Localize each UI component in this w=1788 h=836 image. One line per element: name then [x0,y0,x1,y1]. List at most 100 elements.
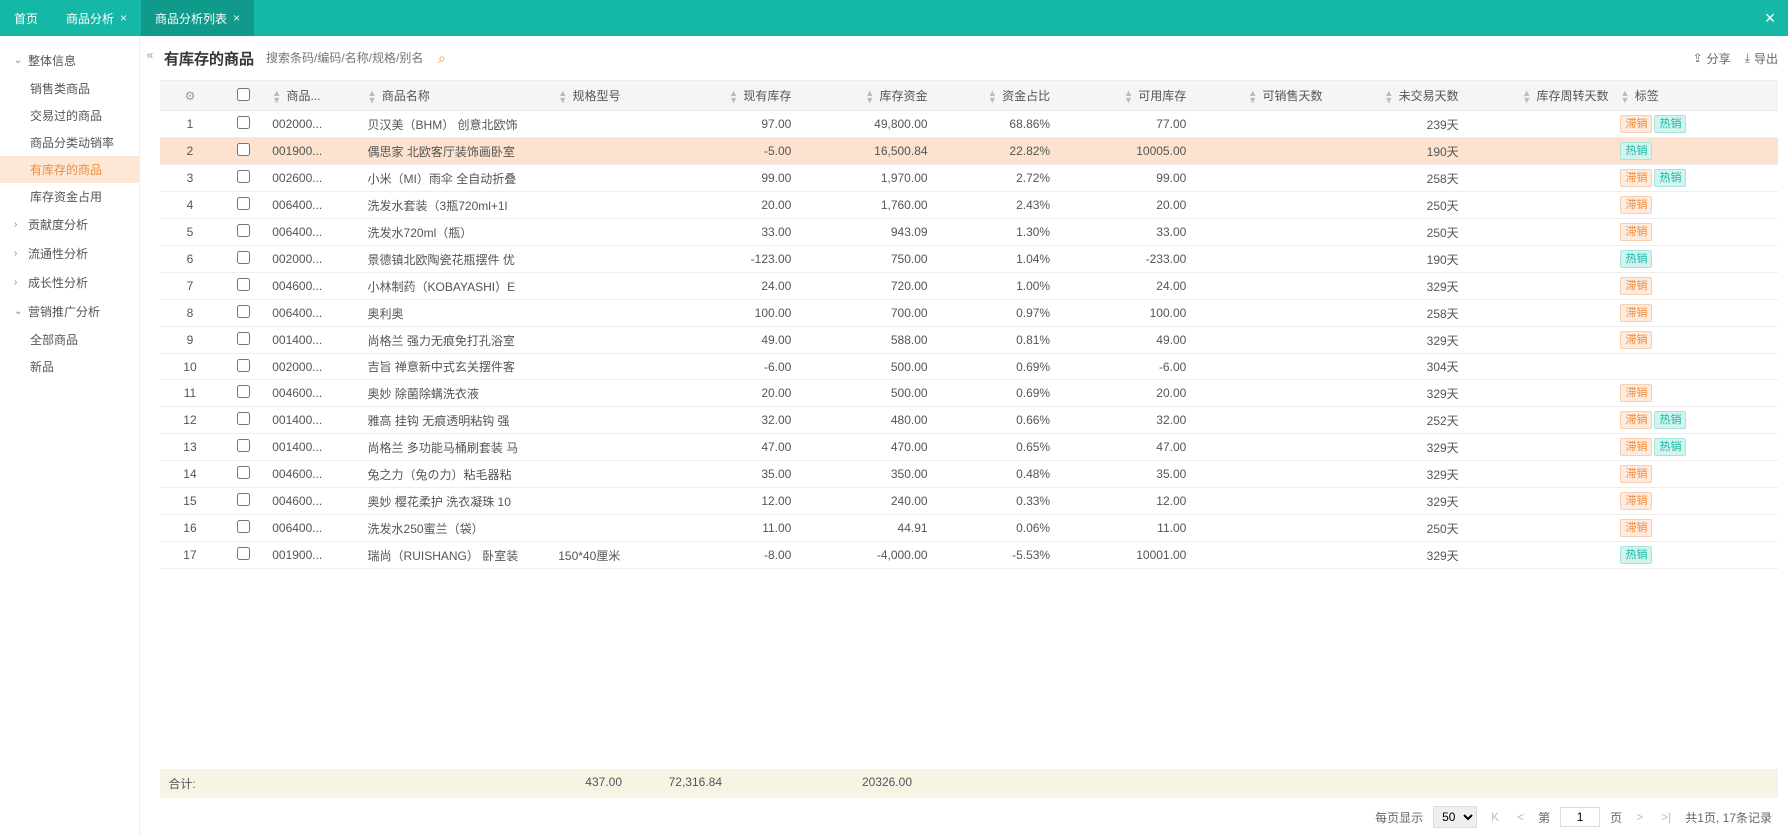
row-checkbox[interactable] [237,170,250,183]
table-row[interactable]: 13001400...尚格兰 多功能马桶刷套装 马47.00470.000.65… [160,434,1778,461]
col-avail[interactable]: ▲▼ 可用库存 [1056,81,1192,111]
table-row[interactable]: 7004600...小林制药（KOBAYASHI）E24.00720.001.0… [160,273,1778,300]
share-button[interactable]: ⇪分享 [1693,50,1731,67]
table-row[interactable]: 17001900...瑞尚（RUISHANG） 卧室装150*40厘米-8.00… [160,542,1778,569]
search-icon[interactable]: ⌕ [438,50,446,67]
tab-商品分析列表[interactable]: 商品分析列表× [141,0,254,36]
close-icon[interactable]: × [120,11,127,25]
cell-fund: 49,800.00 [797,111,933,138]
sidebar-item[interactable]: 销售类商品 [0,75,139,102]
row-checkbox[interactable] [237,359,250,372]
sidebar-item[interactable]: 有库存的商品 [0,156,139,183]
col-turnDays[interactable]: ▲▼ 库存周转天数 [1465,81,1615,111]
total-spec [448,775,528,792]
table-row[interactable]: 11004600...奥妙 除菌除螨洗衣液20.00500.000.69%20.… [160,380,1778,407]
tag-badge: 滞销 [1620,411,1652,429]
pager-first-button[interactable]: K [1487,810,1503,824]
col-tags[interactable]: ▲▼ 标签 [1614,81,1778,111]
row-checkbox[interactable] [237,251,250,264]
row-checkbox[interactable] [237,412,250,425]
cell-turnDays [1465,461,1615,488]
row-checkbox[interactable] [237,278,250,291]
row-checkbox[interactable] [237,547,250,560]
cell-tags: 滞销 [1614,488,1778,515]
table-row[interactable]: 12001400...雅高 挂钩 无痕透明粘钩 强32.00480.000.66… [160,407,1778,434]
cell-noTxDays: 329天 [1328,461,1464,488]
pager-page-input[interactable] [1560,807,1600,827]
table-row[interactable]: 5006400...洗发水720ml（瓶）33.00943.091.30%33.… [160,219,1778,246]
row-checkbox[interactable] [237,385,250,398]
table-row[interactable]: 2001900...偶思家 北欧客厅装饰画卧室-5.0016,500.8422.… [160,138,1778,165]
row-checkbox[interactable] [237,197,250,210]
row-checkbox[interactable] [237,143,250,156]
row-checkbox[interactable] [237,493,250,506]
cell-avail: 20.00 [1056,192,1192,219]
cell-noTxDays: 250天 [1328,515,1464,542]
table-row[interactable]: 9001400...尚格兰 强力无痕免打孔浴室49.00588.000.81%4… [160,327,1778,354]
select-all-checkbox[interactable] [237,88,250,101]
sidebar-item[interactable]: 商品分类动销率 [0,129,139,156]
per-page-select[interactable]: 50 [1433,806,1477,828]
table-row[interactable]: 4006400...洗发水套装（3瓶720ml+1l20.001,760.002… [160,192,1778,219]
cell-pct: 0.65% [934,434,1057,461]
gear-icon[interactable]: ⚙ [185,89,196,103]
cell-noTxDays: 190天 [1328,246,1464,273]
table-row[interactable]: 16006400...洗发水250蜜兰（袋）11.0044.910.06%11.… [160,515,1778,542]
col-spec[interactable]: ▲▼ 规格型号 [552,81,661,111]
sidebar-item[interactable]: 库存资金占用 [0,183,139,210]
row-checkbox[interactable] [237,305,250,318]
cell-stock: -5.00 [661,138,797,165]
col-pct[interactable]: ▲▼ 资金占比 [934,81,1057,111]
col-saleDays[interactable]: ▲▼ 可销售天数 [1192,81,1328,111]
cell-chk [220,515,266,542]
chevron-icon: ⌄ [14,55,24,66]
cell-saleDays [1192,219,1328,246]
table-row[interactable]: 3002600...小米（MI）雨伞 全自动折叠99.001,970.002.7… [160,165,1778,192]
row-checkbox[interactable] [237,224,250,237]
cell-idx: 15 [160,488,220,515]
col-label: 规格型号 [572,89,620,103]
row-checkbox[interactable] [237,116,250,129]
cell-code: 001400... [266,407,361,434]
tab-商品分析[interactable]: 商品分析 × [52,0,141,36]
sidebar-group[interactable]: ›流通性分析 [0,239,139,268]
sidebar-group[interactable]: ›成长性分析 [0,268,139,297]
tab-首页[interactable]: 首页 [0,0,52,36]
col-noTxDays[interactable]: ▲▼ 未交易天数 [1328,81,1464,111]
search-input[interactable] [264,47,434,69]
cell-chk [220,380,266,407]
table-row[interactable]: 14004600...兔之力（兔の力）粘毛器粘35.00350.000.48%3… [160,461,1778,488]
table-row[interactable]: 10002000...吉旨 禅意新中式玄关摆件客-6.00500.000.69%… [160,354,1778,380]
sidebar-group[interactable]: ⌄营销推广分析 [0,297,139,326]
tab-label: 商品分析 [66,10,114,27]
sidebar-item[interactable]: 全部商品 [0,326,139,353]
row-checkbox[interactable] [237,332,250,345]
row-checkbox[interactable] [237,520,250,533]
cell-noTxDays: 258天 [1328,300,1464,327]
col-name[interactable]: ▲▼ 商品名称 [362,81,553,111]
close-icon[interactable]: × [233,11,240,25]
sidebar-group[interactable]: ›贡献度分析 [0,210,139,239]
col-code[interactable]: ▲▼ 商品... [266,81,361,111]
cell-stock: 12.00 [661,488,797,515]
row-checkbox[interactable] [237,466,250,479]
sidebar-item[interactable]: 交易过的商品 [0,102,139,129]
table-row[interactable]: 1002000...贝汉美（BHM） 创意北欧饰97.0049,800.0068… [160,111,1778,138]
table-row[interactable]: 6002000...景德镇北欧陶瓷花瓶摆件 优-123.00750.001.04… [160,246,1778,273]
sort-icon: ▲▼ [988,90,997,104]
sidebar-group[interactable]: ⌄整体信息 [0,46,139,75]
col-stock[interactable]: ▲▼ 现有库存 [661,81,797,111]
sidebar-item[interactable]: 新品 [0,353,139,380]
sidebar-collapse-button[interactable]: « [140,36,160,836]
row-checkbox[interactable] [237,439,250,452]
export-button[interactable]: ⤓导出 [1745,50,1778,67]
table-row[interactable]: 15004600...奥妙 樱花柔护 洗衣凝珠 1012.00240.000.3… [160,488,1778,515]
cell-pct: 0.66% [934,407,1057,434]
pager-prev-button[interactable]: < [1513,810,1528,824]
col-fund[interactable]: ▲▼ 库存资金 [797,81,933,111]
pager-last-button[interactable]: >| [1657,810,1675,824]
table-row[interactable]: 8006400...奥利奥100.00700.000.97%100.00258天… [160,300,1778,327]
cell-tags: 滞销 [1614,192,1778,219]
close-page-button[interactable]: × [1752,0,1788,36]
pager-next-button[interactable]: > [1632,810,1647,824]
